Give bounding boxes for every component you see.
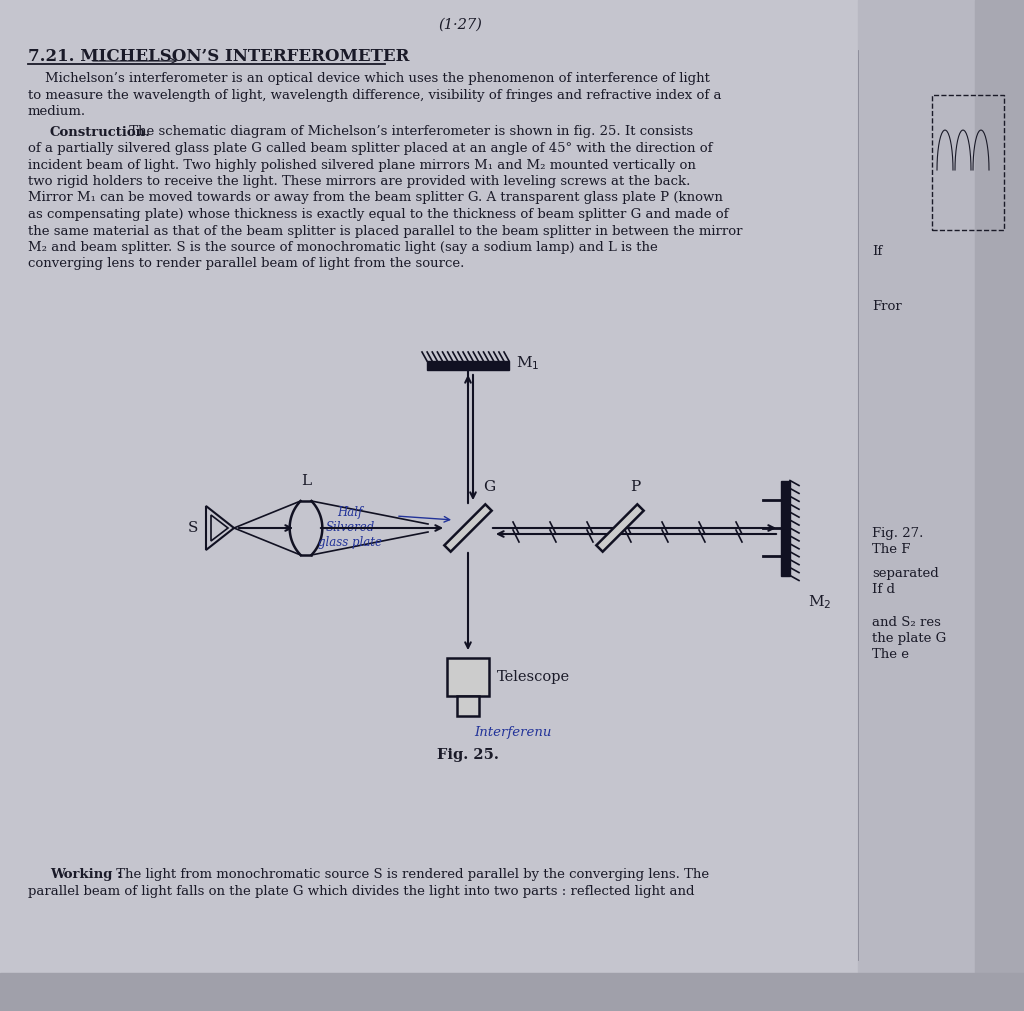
Text: Fror: Fror: [872, 300, 902, 313]
Bar: [975, 0, 1024, 1011]
Text: to measure the wavelength of light, wavelength difference, visibility of fringes: to measure the wavelength of light, wave…: [28, 89, 722, 101]
Text: The e: The e: [872, 648, 909, 661]
Text: converging lens to render parallel beam of light from the source.: converging lens to render parallel beam …: [28, 258, 464, 271]
Text: Fig. 27.: Fig. 27.: [872, 527, 924, 540]
Text: two rigid holders to receive the light. These mirrors are provided with leveling: two rigid holders to receive the light. …: [28, 175, 690, 188]
Text: Half
Silvered
glass plate: Half Silvered glass plate: [318, 506, 382, 549]
Text: If d: If d: [872, 583, 895, 596]
Bar: [457, 696, 479, 716]
Text: Michelson’s interferometer is an optical device which uses the phenomenon of int: Michelson’s interferometer is an optical…: [28, 72, 710, 85]
Text: the same material as that of the beam splitter is placed parallel to the beam sp: the same material as that of the beam sp…: [28, 224, 742, 238]
Text: medium.: medium.: [28, 105, 86, 118]
Text: Working :: Working :: [50, 868, 122, 881]
Polygon shape: [444, 504, 492, 552]
Text: and S₂ res: and S₂ res: [872, 616, 941, 629]
Text: Interferenu: Interferenu: [474, 726, 551, 739]
Bar: [858, 0, 1024, 1011]
Text: P: P: [630, 480, 640, 494]
Text: (1·27): (1·27): [438, 18, 482, 32]
Text: S: S: [187, 521, 198, 535]
Text: The F: The F: [872, 543, 910, 556]
Text: the plate G: the plate G: [872, 632, 946, 645]
Text: separated: separated: [872, 567, 939, 580]
Text: Fig. 25.: Fig. 25.: [437, 748, 499, 762]
Text: incident beam of light. Two highly polished silvered plane mirrors M₁ and M₂ mou: incident beam of light. Two highly polis…: [28, 159, 696, 172]
Text: Construction.: Construction.: [50, 125, 151, 139]
Text: The light from monochromatic source S is rendered parallel by the converging len: The light from monochromatic source S is…: [112, 868, 710, 881]
Text: 7.21. MICHELSON’S INTERFEROMETER: 7.21. MICHELSON’S INTERFEROMETER: [28, 48, 410, 65]
Text: Mirror M₁ can be moved towards or away from the beam splitter G. A transparent g: Mirror M₁ can be moved towards or away f…: [28, 191, 723, 204]
Text: G: G: [483, 480, 496, 494]
Text: The schematic diagram of Michelson’s interferometer is shown in fig. 25. It cons: The schematic diagram of Michelson’s int…: [125, 125, 693, 139]
Text: of a partially silvered glass plate G called beam splitter placed at an angle of: of a partially silvered glass plate G ca…: [28, 142, 713, 155]
Text: Telescope: Telescope: [497, 670, 570, 684]
Bar: [932, 95, 1004, 229]
Bar: [781, 480, 790, 575]
Text: as compensating plate) whose thickness is exactly equal to the thickness of beam: as compensating plate) whose thickness i…: [28, 208, 728, 221]
Text: parallel beam of light falls on the plate G which divides the light into two par: parallel beam of light falls on the plat…: [28, 885, 694, 898]
Text: M$_1$: M$_1$: [516, 355, 540, 372]
Text: If: If: [872, 245, 883, 258]
Bar: [427, 361, 509, 370]
Bar: [447, 658, 489, 696]
Bar: [0, 973, 1024, 1011]
Polygon shape: [596, 504, 644, 552]
Text: M₂ and beam splitter. S is the source of monochromatic light (say a sodium lamp): M₂ and beam splitter. S is the source of…: [28, 241, 657, 254]
Text: L: L: [301, 474, 311, 488]
Text: M$_2$: M$_2$: [808, 593, 831, 612]
